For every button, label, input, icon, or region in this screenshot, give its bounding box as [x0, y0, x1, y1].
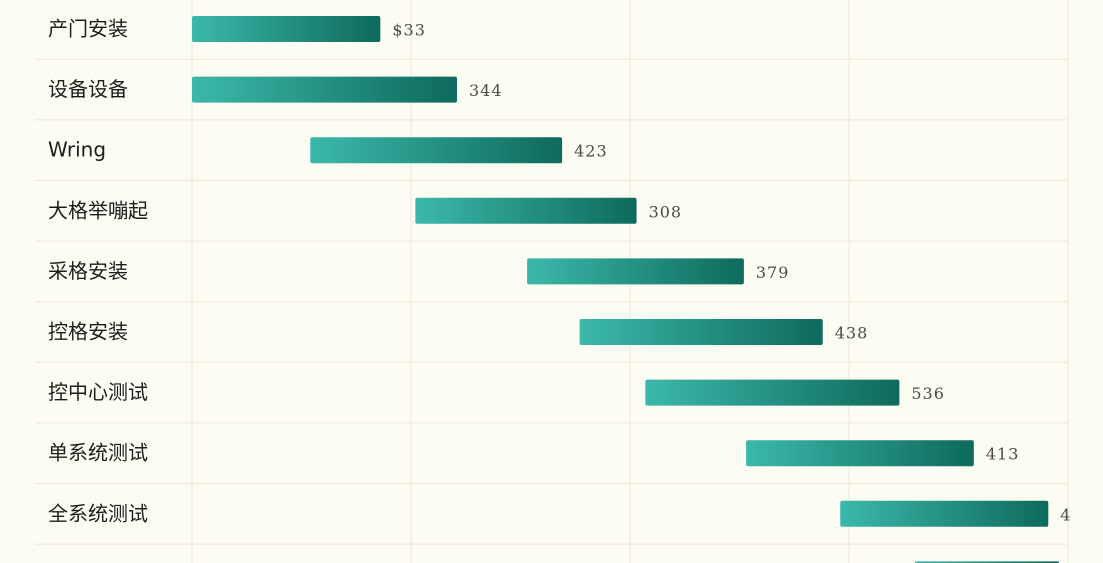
bar [579, 319, 823, 345]
bar-label: 536 [911, 384, 945, 403]
category-label: 大格举嘣起 [48, 198, 148, 222]
bar [415, 197, 637, 224]
bar-label: 4 [1060, 505, 1071, 524]
category-label: 控格安装 [48, 320, 128, 344]
category-label: 产门安装 [48, 17, 128, 41]
bar [840, 500, 1049, 527]
category-label: 控中心测试 [48, 380, 148, 404]
bar-label: $33 [392, 21, 426, 40]
category-label: 采格安装 [48, 259, 128, 283]
bar-label: 423 [574, 142, 608, 161]
bar-label: 438 [835, 324, 869, 343]
bar-label: 308 [649, 202, 683, 221]
category-label: Wring [48, 138, 106, 162]
bar-label: 344 [469, 81, 503, 100]
bar-label: 413 [986, 445, 1020, 464]
bar [310, 137, 563, 164]
category-label: 全系统测试 [48, 501, 148, 525]
bar [192, 16, 381, 42]
category-label: 单系统测试 [48, 441, 148, 465]
bar-label: 379 [756, 263, 790, 282]
bar [527, 258, 744, 285]
bar [746, 440, 974, 467]
category-label: 设备设备 [48, 77, 128, 101]
bar [192, 76, 457, 103]
bar [645, 379, 900, 406]
